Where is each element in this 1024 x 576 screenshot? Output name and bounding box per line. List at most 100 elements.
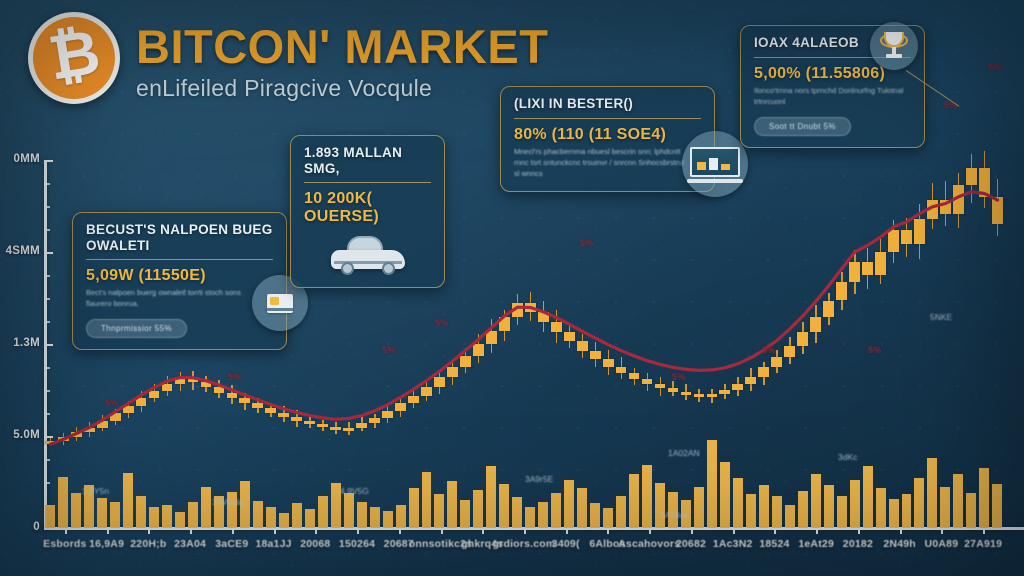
car-wheel-right [381, 262, 395, 276]
screen-bar-2 [709, 157, 718, 170]
volume-bar [836, 496, 847, 528]
screen-bar-1 [697, 161, 706, 170]
volume-bar [226, 492, 237, 528]
volume-bar [136, 495, 147, 528]
volume-bar [278, 512, 289, 528]
candle-body [122, 405, 134, 413]
candle-body [161, 384, 173, 391]
chart-ghost-label: 34VGda [212, 497, 244, 507]
x-axis-tick [607, 527, 610, 534]
callout-award-pill[interactable]: Soot tt Dnubt 5% [754, 116, 851, 136]
volume-bar [823, 484, 834, 528]
chart-annotation: 5% [580, 238, 594, 248]
x-axis-line [44, 527, 1024, 530]
volume-bar [460, 500, 471, 528]
x-axis-tick [148, 527, 151, 534]
callout-wallet[interactable]: BECUST'S NALPOEN BUEG OWALETI 5,09W (115… [72, 212, 308, 351]
volume-bar [58, 476, 69, 528]
laptop-glyph [687, 145, 743, 183]
volume-bar [447, 481, 458, 528]
volume-bar [291, 503, 302, 528]
candle-body [369, 417, 380, 424]
chart-annotation: 5% [105, 398, 119, 408]
y-axis-minor-tick [44, 413, 50, 415]
callout-vehicle[interactable]: 1.893 MALLAN SMG, 10 200K( OUERSE) [290, 135, 445, 289]
y-axis-minor-tick [44, 344, 50, 346]
callout-wallet-body: Bect's nalpoen buerg ownaletl torrti sto… [86, 288, 241, 309]
x-axis-label: grdiors.com [492, 538, 556, 550]
volume-bar [551, 492, 562, 528]
candle-body [96, 420, 108, 428]
y-axis-minor-tick [44, 183, 50, 185]
volume-bar [188, 501, 198, 528]
candle-body [823, 300, 835, 318]
moving-average-line [48, 190, 1000, 446]
volume-bar [356, 502, 367, 528]
candle-body [330, 426, 342, 430]
chart-ghost-label: 3A09Ac [660, 510, 690, 520]
candle-body [473, 344, 484, 356]
candle-body [927, 200, 938, 219]
volume-bar [655, 482, 665, 528]
candle-body [797, 332, 809, 346]
volume-bar [330, 482, 341, 528]
x-axis-tick [64, 527, 67, 534]
x-axis-tick [231, 527, 234, 534]
callout-award-title: IOAX 4ALAEOB [754, 35, 859, 50]
candle-body [745, 376, 757, 385]
candle-body [991, 196, 1003, 224]
screen-bar-3 [721, 163, 730, 170]
laptop-screen [690, 146, 740, 177]
x-axis-label: onnsotikc2s [408, 538, 473, 550]
x-axis-label: U0A89 [924, 538, 959, 550]
x-axis-label: 1eAt29 [798, 538, 834, 550]
candle-body [239, 397, 251, 404]
chart-annotation: 5% [988, 62, 1002, 72]
callout-wallet-pill[interactable]: Thnprmissior 55% [86, 319, 187, 339]
candle-body [706, 394, 718, 398]
x-axis-label: 20182 [842, 538, 874, 550]
chart-annotation: 5% [435, 318, 449, 328]
page-title: BITCON' MARKET [136, 19, 549, 73]
x-axis-tick [774, 527, 777, 534]
volume-bar [304, 508, 315, 528]
callout-laptop-title: (LIXI IN BESTER() [514, 96, 634, 111]
x-axis-label: Esbords [43, 538, 87, 550]
volume-bar [642, 464, 653, 528]
candle-body [615, 366, 627, 374]
y-axis-minor-tick [44, 390, 50, 392]
volume-bar [239, 481, 250, 528]
candle-body [174, 377, 186, 385]
y-axis-label: 4SMM [5, 245, 40, 257]
y-axis-label: 1.3M [13, 337, 40, 349]
page-subtitle: enLifeiled Piragcive Vocqule [136, 74, 433, 101]
volume-bar [603, 508, 614, 528]
callout-laptop[interactable]: (LIXI IN BESTER() 80% (110 (11 SOE4) Mne… [500, 86, 748, 197]
callout-award[interactable]: IOAX 4ALAEOB 5,00% (11.55806) Ilonco'trn… [740, 25, 925, 148]
candle-body [304, 420, 316, 425]
candle-body [680, 391, 692, 395]
y-axis-minor-tick [44, 252, 50, 254]
candle-wick [685, 383, 687, 400]
candle-body [356, 423, 368, 428]
chart-annotation: 5% [672, 372, 686, 382]
callout-wallet-divider [86, 259, 273, 261]
x-axis-label: 1Ac3N2 [712, 538, 753, 550]
chart-annotation: 5% [382, 345, 396, 355]
x-axis-tick [190, 527, 193, 534]
car-wheel-left [340, 262, 354, 276]
x-axis-tick [315, 527, 318, 534]
candle-body [537, 312, 549, 323]
car-icon [304, 236, 431, 276]
candle-body [771, 357, 783, 368]
poster-header: ₿ BITCON' MARKET enLifeiled Piragcive Vo… [28, 12, 548, 104]
bitcoin-logo-icon: ₿ [28, 12, 120, 104]
chart-ghost-label: 5NKE [930, 312, 953, 322]
x-axis-label: 6Albos [589, 538, 626, 550]
volume-bar [940, 486, 951, 528]
bitcoin-glyph: ₿ [43, 14, 105, 95]
candle-body [849, 262, 860, 283]
volume-bar [45, 505, 56, 528]
x-axis-label: 27A919 [964, 538, 1003, 550]
x-axis-tick [857, 527, 860, 534]
